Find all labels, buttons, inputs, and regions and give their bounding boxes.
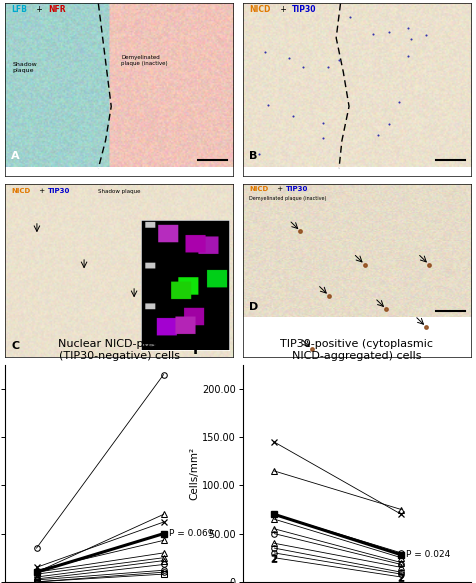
- Text: P = 0.069: P = 0.069: [169, 529, 213, 538]
- Text: NICD: NICD: [249, 186, 268, 192]
- Text: Shadow plaque: Shadow plaque: [99, 189, 141, 194]
- Text: +: +: [278, 5, 289, 14]
- Text: B: B: [249, 152, 258, 161]
- Text: Shadow
plaque: Shadow plaque: [13, 62, 38, 73]
- Text: NICD: NICD: [249, 5, 270, 14]
- Title: Nuclear NICD-positive
(TIP30-negative) cells: Nuclear NICD-positive (TIP30-negative) c…: [58, 339, 180, 361]
- Y-axis label: Cells/mm²: Cells/mm²: [189, 447, 199, 500]
- Text: TIP30: TIP30: [49, 188, 71, 194]
- Text: Demyelinated plaque (inactive): Demyelinated plaque (inactive): [249, 196, 327, 201]
- Text: A: A: [11, 152, 20, 161]
- Text: +: +: [34, 5, 45, 14]
- Text: C: C: [11, 341, 20, 351]
- Text: NICD: NICD: [11, 188, 30, 194]
- Text: +: +: [37, 188, 47, 194]
- Text: NFR: NFR: [49, 5, 66, 14]
- Title: TIP30-positive (cytoplasmic
NICD-aggregated) cells: TIP30-positive (cytoplasmic NICD-aggrega…: [280, 339, 434, 361]
- Text: D: D: [249, 303, 258, 312]
- Text: P = 0.024: P = 0.024: [407, 550, 451, 559]
- Text: F: F: [192, 343, 202, 357]
- Text: TIP30: TIP30: [286, 186, 308, 192]
- Text: LFB: LFB: [11, 5, 27, 14]
- Text: TIP30: TIP30: [292, 5, 317, 14]
- Text: Demyelinated
plaque (inactive): Demyelinated plaque (inactive): [121, 55, 168, 66]
- Text: +: +: [275, 186, 285, 192]
